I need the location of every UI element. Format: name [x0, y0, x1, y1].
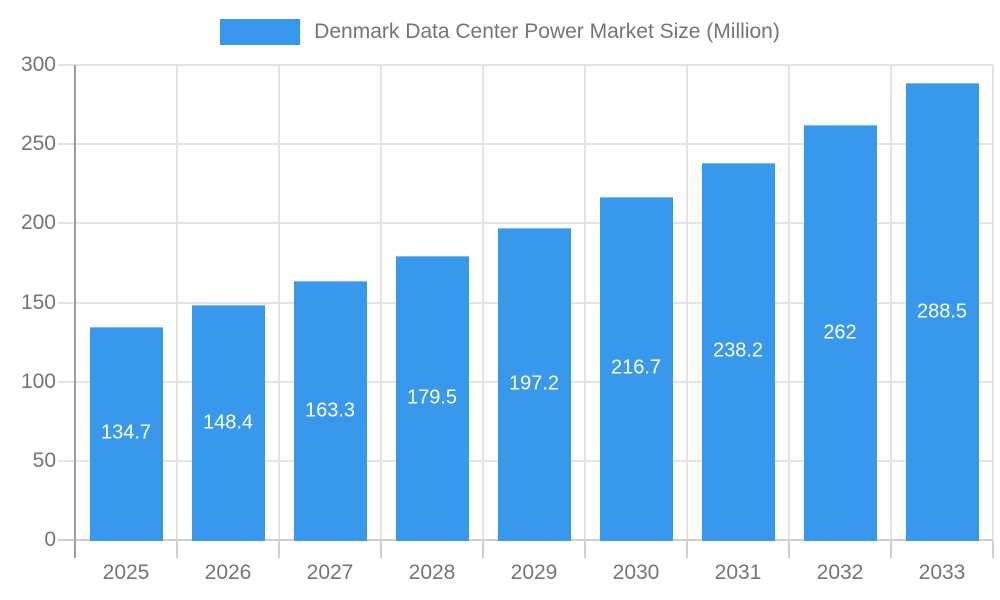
gridline-vertical [788, 65, 790, 540]
bar-value-label: 288.5 [916, 300, 968, 323]
bar-value-label: 216.7 [610, 356, 662, 379]
x-axis-label: 2032 [816, 561, 864, 584]
bar-2029[interactable] [497, 227, 571, 541]
bar-value-label: 134.7 [100, 421, 152, 444]
bar-2027[interactable] [293, 281, 367, 541]
bar-2030[interactable] [599, 196, 673, 541]
x-axis-tick [992, 541, 994, 558]
gridline-vertical [890, 65, 892, 540]
x-axis-label: 2028 [408, 561, 456, 584]
y-axis-label: 100 [20, 369, 56, 393]
x-axis-tick [482, 541, 484, 558]
bar-value-label: 197.2 [508, 372, 560, 395]
x-axis-label: 2027 [306, 561, 354, 584]
x-axis-label: 2026 [204, 561, 252, 584]
y-axis-tick [58, 143, 75, 146]
x-axis-label: 2031 [714, 561, 762, 584]
y-axis-tick [58, 459, 75, 462]
y-axis-tick [58, 64, 75, 66]
y-axis-label: 50 [32, 448, 56, 472]
gridline-vertical [278, 65, 280, 540]
y-axis-label: 0 [44, 528, 56, 551]
y-axis-label: 250 [20, 132, 56, 156]
y-axis-label: 200 [20, 211, 56, 235]
gridline-vertical [380, 65, 382, 540]
bar-value-label: 262 [823, 321, 857, 344]
y-axis-tick [58, 380, 75, 383]
gridline-vertical [482, 65, 484, 540]
bar-2025[interactable] [89, 326, 163, 541]
x-axis-label: 2030 [612, 561, 660, 584]
legend-label[interactable]: Denmark Data Center Power Market Size (M… [314, 20, 780, 43]
legend: Denmark Data Center Power Market Size (M… [0, 19, 1000, 45]
y-axis-line [74, 65, 76, 558]
x-axis-tick [788, 541, 790, 558]
gridline-vertical [992, 65, 994, 540]
x-axis-tick [278, 541, 280, 558]
y-axis-label: 300 [20, 53, 56, 76]
gridline-horizontal [75, 222, 993, 225]
gridline-vertical [584, 65, 586, 540]
bar-2026[interactable] [191, 305, 265, 541]
bar-value-label: 238.2 [712, 339, 764, 362]
x-axis-label: 2029 [510, 561, 558, 584]
x-axis-label: 2025 [102, 561, 150, 584]
gridline-vertical [176, 65, 178, 540]
x-axis-tick [890, 541, 892, 558]
bar-2031[interactable] [701, 162, 775, 541]
x-axis-tick [176, 541, 178, 558]
legend-swatch[interactable] [220, 19, 301, 45]
x-axis-label: 2033 [918, 561, 966, 584]
bar-2032[interactable] [803, 125, 877, 541]
y-axis-label: 150 [20, 290, 56, 314]
gridline-horizontal [75, 143, 993, 146]
y-axis-tick [58, 301, 75, 304]
bar-value-label: 163.3 [304, 399, 356, 422]
x-axis-tick [380, 541, 382, 558]
gridline-vertical [686, 65, 688, 540]
bar-2033[interactable] [905, 83, 979, 541]
x-axis-tick [584, 541, 586, 558]
gridline-horizontal [75, 64, 993, 66]
x-axis-tick [686, 541, 688, 558]
y-axis-tick [58, 222, 75, 225]
bar-2028[interactable] [395, 255, 469, 541]
bar-value-label: 179.5 [406, 386, 458, 409]
bar-value-label: 148.4 [202, 411, 254, 434]
